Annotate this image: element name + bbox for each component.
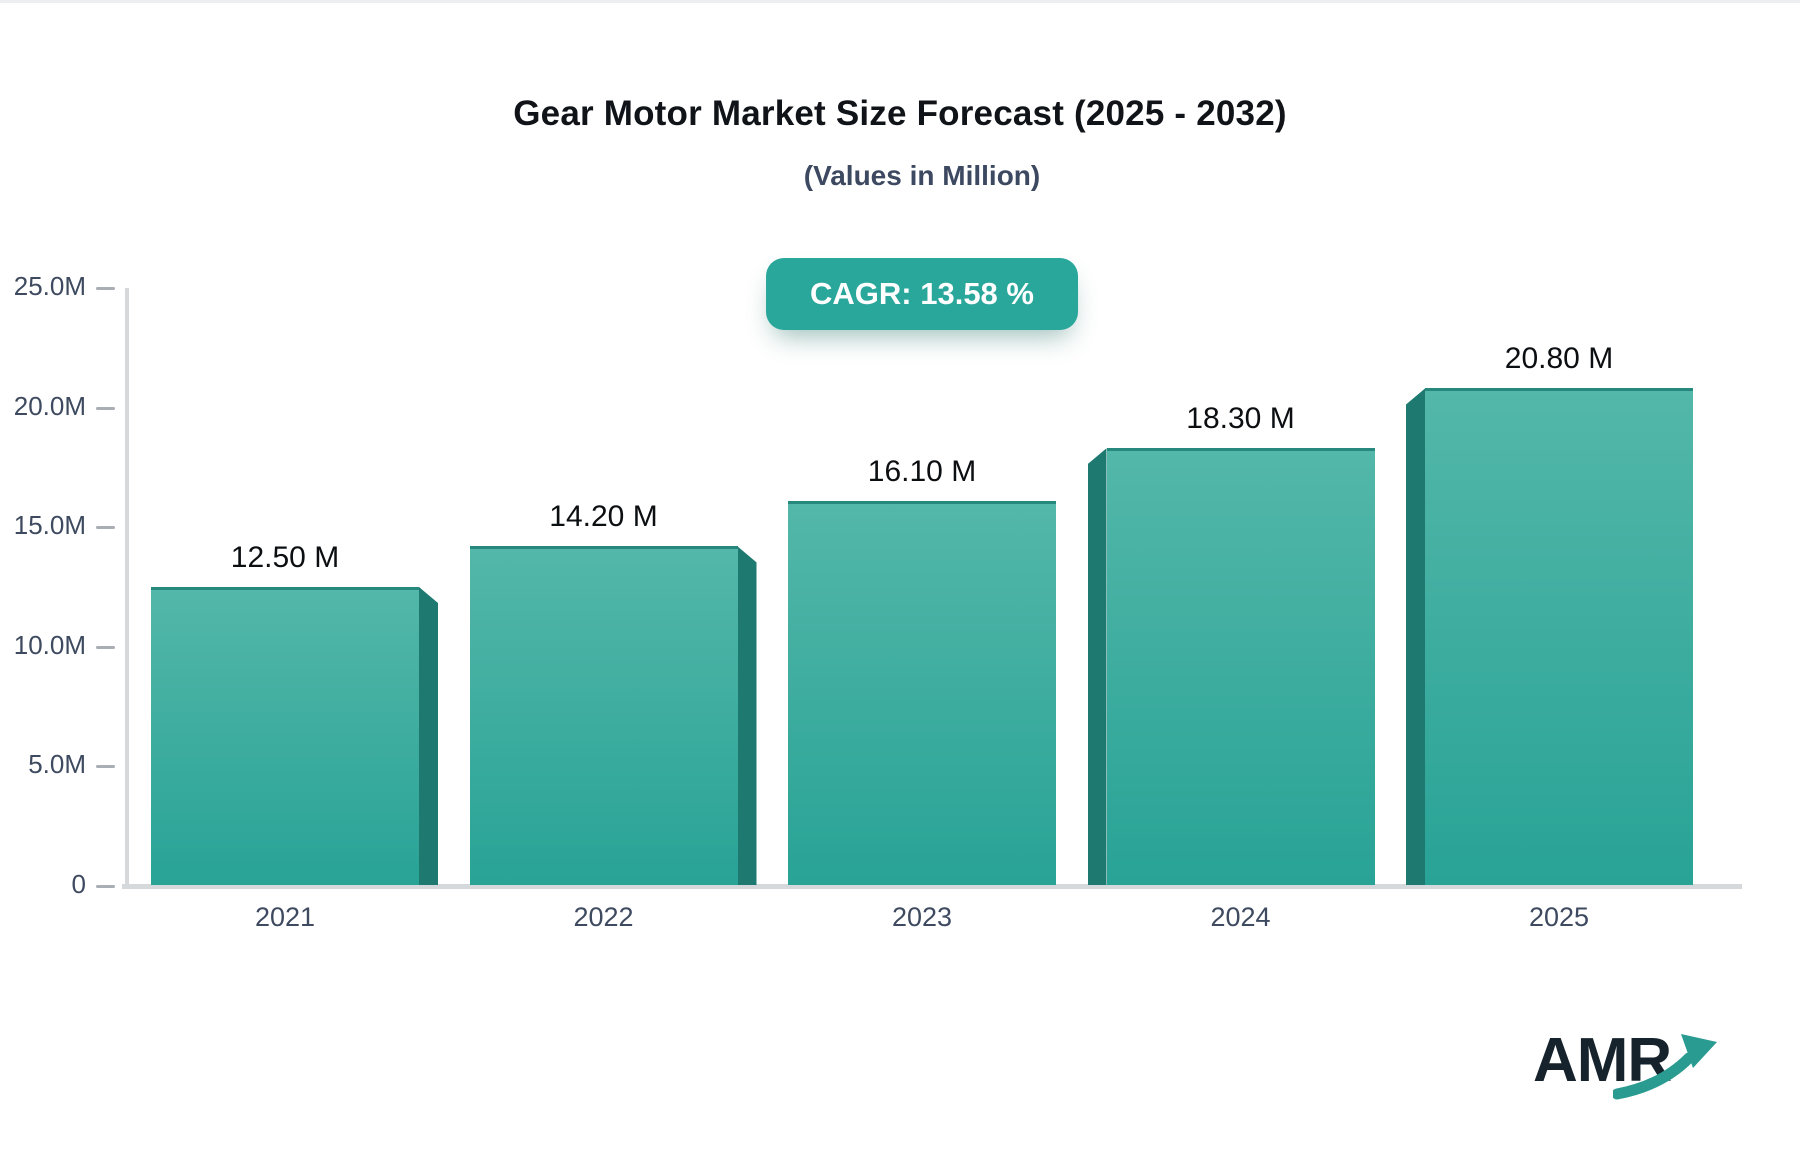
y-axis-tick-label: 15.0M (13, 510, 86, 541)
cagr-badge: CAGR: 13.58 % (766, 258, 1078, 330)
bar (1106, 448, 1375, 885)
bar-value-label: 16.10 M (867, 454, 977, 488)
x-axis-line (122, 884, 1742, 889)
bar-side-bevel (1406, 388, 1425, 885)
bar-value-label: 18.30 M (1186, 402, 1295, 436)
chart-title: Gear Motor Market Size Forecast (2025 - … (513, 94, 1287, 133)
y-axis-tick-mark (96, 885, 115, 888)
y-axis-tick-label: 10.0M (13, 629, 86, 660)
y-axis-tick-label: 0 (71, 869, 86, 899)
y-axis-line (125, 288, 129, 886)
bar (151, 587, 419, 885)
chart-subtitle: (Values in Million) (803, 160, 1041, 191)
x-axis-label: 2021 (254, 902, 316, 932)
bar-side-bevel (737, 546, 757, 885)
bar (788, 500, 1056, 885)
bar (469, 546, 738, 885)
bar-side-bevel (419, 587, 438, 885)
y-axis-tick-label: 5.0M (28, 749, 86, 780)
y-axis-tick-mark (96, 645, 115, 649)
bar-side-bevel (1087, 448, 1107, 885)
bar-value-label: 12.50 M (230, 541, 340, 574)
bar-value-label: 14.20 M (549, 500, 658, 534)
amr-logo: AMR (1533, 1030, 1717, 1110)
amr-logo-arrow-icon (1613, 1034, 1717, 1100)
y-axis-tick-mark (96, 287, 115, 290)
x-axis-label: 2023 (891, 902, 953, 932)
y-axis-tick-label: 20.0M (13, 390, 86, 421)
x-axis-label: 2022 (573, 902, 634, 932)
y-axis-tick-mark (96, 765, 115, 769)
x-axis-label: 2025 (1528, 902, 1590, 932)
window-top-edge (0, 0, 1800, 3)
x-axis-label: 2024 (1210, 902, 1271, 932)
bar (1425, 388, 1693, 885)
y-axis-tick-mark (96, 406, 115, 410)
y-axis-tick-mark (96, 526, 115, 530)
y-axis-tick-label: 25.0M (13, 271, 86, 301)
bar-value-label: 20.80 M (1504, 342, 1614, 376)
